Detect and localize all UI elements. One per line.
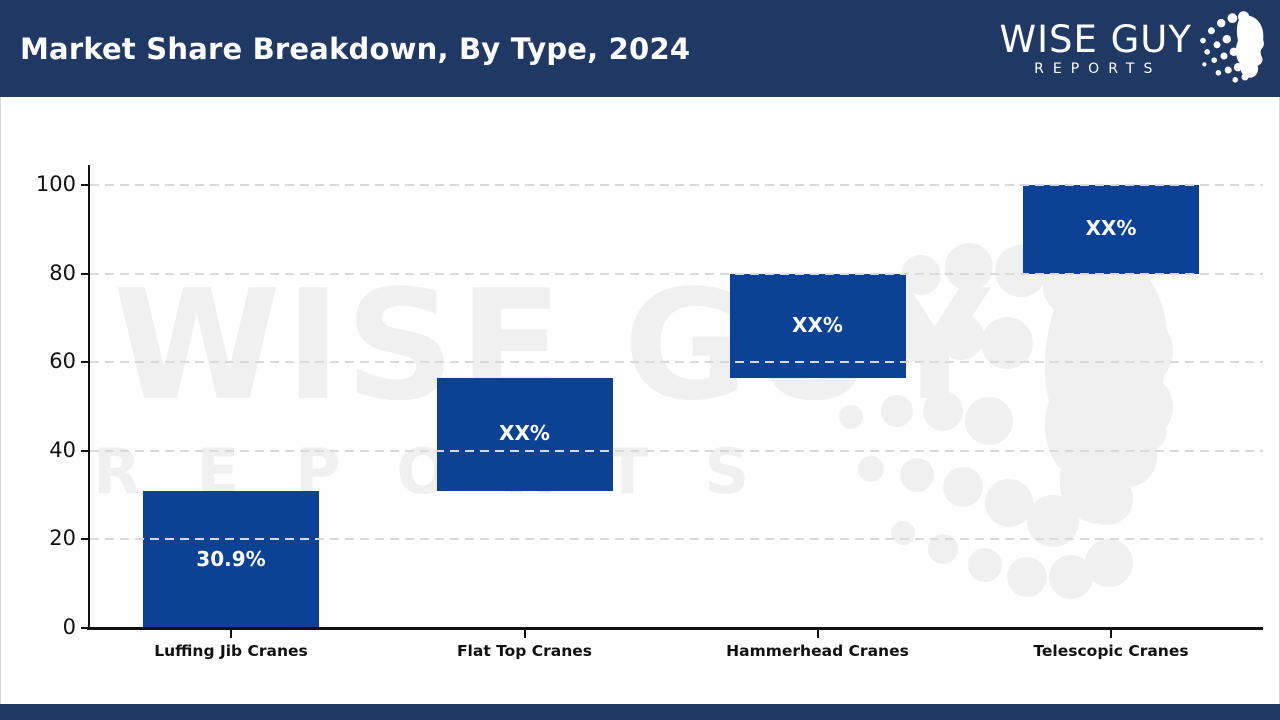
brand-logo: WISE GUY REPORTS <box>1000 8 1266 90</box>
bar-2 <box>436 377 613 492</box>
chart-area: WISE GUY REPORTS 30.9 <box>0 97 1280 704</box>
x-category-label-3: Hammerhead Cranes <box>726 642 909 660</box>
x-category-label-1: Luffing Jib Cranes <box>154 642 308 660</box>
bar-value-label-4: XX% <box>1085 216 1137 241</box>
logo-subtitle: REPORTS <box>1034 61 1162 77</box>
bar-value-label-3: XX% <box>792 312 843 337</box>
gridline-80 <box>90 272 1263 275</box>
page-title: Market Share Breakdown, By Type, 2024 <box>20 31 691 66</box>
y-tick-40 <box>81 449 88 452</box>
y-tick-label-0: 0 <box>62 615 76 639</box>
gridline-100 <box>90 184 1263 186</box>
x-tick-2 <box>523 630 526 638</box>
x-category-label-2: Flat Top Cranes <box>456 642 593 660</box>
x-tick-4 <box>1110 630 1112 638</box>
brand-logo-text: WISE GUY REPORTS <box>1000 21 1192 76</box>
bar-value-label-2: XX% <box>499 421 550 446</box>
gridline-20 <box>90 538 1263 541</box>
bar-value-label-1: 30.9% <box>196 546 266 571</box>
y-tick-60 <box>81 361 88 364</box>
logo-wordmark: WISE GUY <box>999 18 1192 61</box>
y-tick-label-20: 20 <box>49 526 76 551</box>
gridline-40 <box>90 449 1263 452</box>
y-tick-label-60: 60 <box>49 349 76 374</box>
y-tick-80 <box>81 272 88 275</box>
gridline-60 <box>90 361 1263 364</box>
y-axis-line <box>88 165 90 630</box>
y-tick-label-80: 80 <box>49 260 76 285</box>
logo-face-icon <box>1200 10 1264 83</box>
x-axis-line <box>87 627 1263 630</box>
bar-1 <box>143 491 319 628</box>
y-tick-20 <box>81 538 88 541</box>
footer-bar <box>0 704 1280 720</box>
y-tick-label-100: 100 <box>35 172 76 196</box>
y-tick-0 <box>81 627 88 629</box>
y-tick-100 <box>81 184 88 186</box>
y-tick-label-40: 40 <box>49 437 76 462</box>
x-category-label-4: Telescopic Cranes <box>1033 642 1189 660</box>
header-bar: Market Share Breakdown, By Type, 2024 WI… <box>0 0 1280 97</box>
x-tick-1 <box>230 630 232 638</box>
x-tick-3 <box>816 630 819 638</box>
